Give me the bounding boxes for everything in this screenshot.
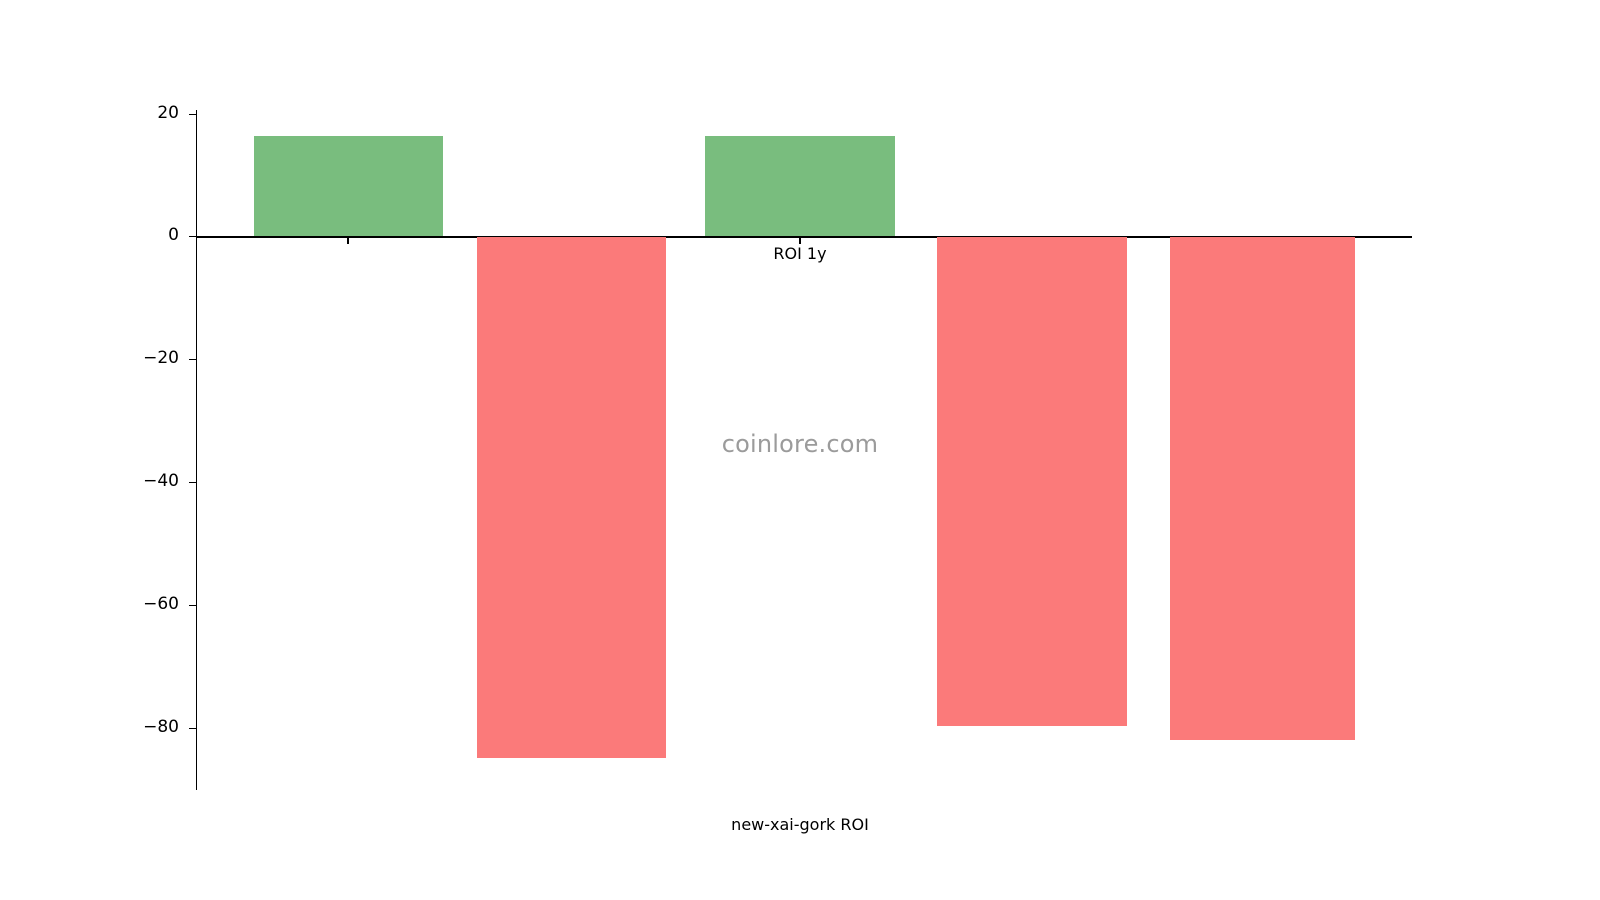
y-tick-label-minus-40: −40 <box>143 471 179 491</box>
y-tick-mark-0 <box>189 235 196 237</box>
bar-1[interactable] <box>477 237 666 758</box>
bar-3[interactable] <box>937 237 1127 726</box>
y-tick-label-20: 20 <box>157 103 179 123</box>
y-tick-mark-minus-40 <box>189 481 196 483</box>
watermark-coinlore: coinlore.com <box>721 430 879 458</box>
y-tick-mark-minus-20 <box>189 358 196 360</box>
y-tick-label-minus-60: −60 <box>143 594 179 614</box>
x-tick-label-roi-1y: ROI 1y <box>773 244 827 263</box>
y-tick-label-minus-80: −80 <box>143 717 179 737</box>
x-tick-mark-0 <box>347 237 349 244</box>
y-tick-mark-minus-80 <box>189 727 196 729</box>
x-axis-zero-line <box>197 236 1412 238</box>
x-axis-title: new-xai-gork ROI <box>731 815 869 834</box>
bar-2[interactable] <box>705 136 895 236</box>
x-tick-mark-roi-1y <box>799 237 801 244</box>
bar-4[interactable] <box>1170 237 1355 740</box>
y-axis-spine <box>196 110 197 790</box>
y-tick-mark-minus-60 <box>189 604 196 606</box>
y-tick-mark-20 <box>189 113 196 115</box>
y-tick-label-minus-20: −20 <box>143 348 179 368</box>
bar-0[interactable] <box>254 136 443 236</box>
y-tick-label-0: 0 <box>168 225 179 245</box>
